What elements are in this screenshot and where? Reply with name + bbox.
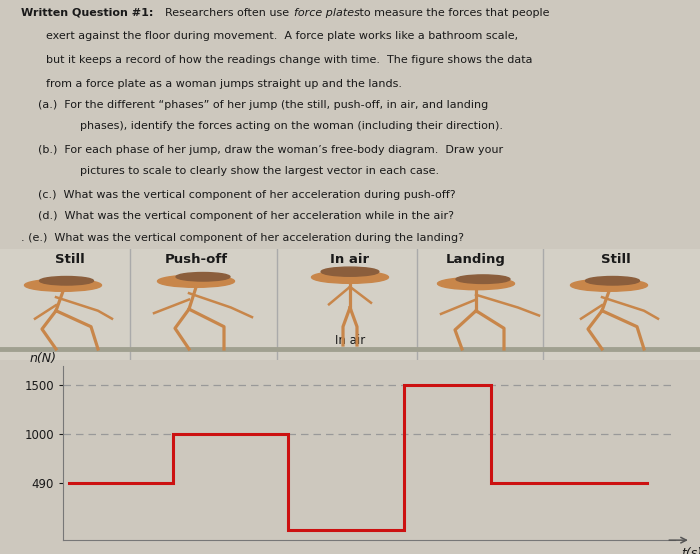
Text: pictures to scale to clearly show the largest vector in each case.: pictures to scale to clearly show the la… [80,166,440,176]
Text: (c.)  What was the vertical component of her acceleration during push-off?: (c.) What was the vertical component of … [38,190,456,200]
Text: Push-off: Push-off [164,253,228,265]
Text: Still: Still [601,253,631,265]
Text: phases), identify the forces acting on the woman (including their direction).: phases), identify the forces acting on t… [80,121,503,131]
Text: (b.)  For each phase of her jump, draw the woman’s free-body diagram.  Draw your: (b.) For each phase of her jump, draw th… [38,145,503,155]
Text: Still: Still [55,253,85,265]
Circle shape [585,276,640,285]
Circle shape [321,267,379,276]
Text: (d.)  What was the vertical component of her acceleration while in the air?: (d.) What was the vertical component of … [38,212,454,222]
Text: (a.)  For the different “phases” of her jump (the still, push-off, in air, and l: (a.) For the different “phases” of her j… [38,100,489,110]
Circle shape [312,271,388,283]
Text: force plates: force plates [294,8,360,18]
Text: Landing: Landing [446,253,506,265]
Text: n(N): n(N) [29,352,56,365]
Text: but it keeps a record of how the readings change with time.  The figure shows th: but it keeps a record of how the reading… [46,55,532,65]
Circle shape [570,279,648,291]
Circle shape [456,275,510,284]
Circle shape [25,279,101,291]
Circle shape [40,276,94,285]
Text: exert against the floor during movement.  A force plate works like a bathroom sc: exert against the floor during movement.… [46,32,517,42]
Circle shape [158,275,234,288]
Text: . (e.)  What was the vertical component of her acceleration during the landing?: . (e.) What was the vertical component o… [21,233,464,243]
Circle shape [438,278,514,290]
Text: Researchers often use: Researchers often use [158,8,292,18]
Text: t(s): t(s) [682,547,700,554]
Text: from a force plate as a woman jumps straight up and the lands.: from a force plate as a woman jumps stra… [46,79,402,89]
Circle shape [176,273,230,281]
Text: In air: In air [330,253,370,265]
Text: In air: In air [335,334,365,347]
Text: to measure the forces that people: to measure the forces that people [356,8,549,18]
Text: Written Question #1:: Written Question #1: [21,8,153,18]
